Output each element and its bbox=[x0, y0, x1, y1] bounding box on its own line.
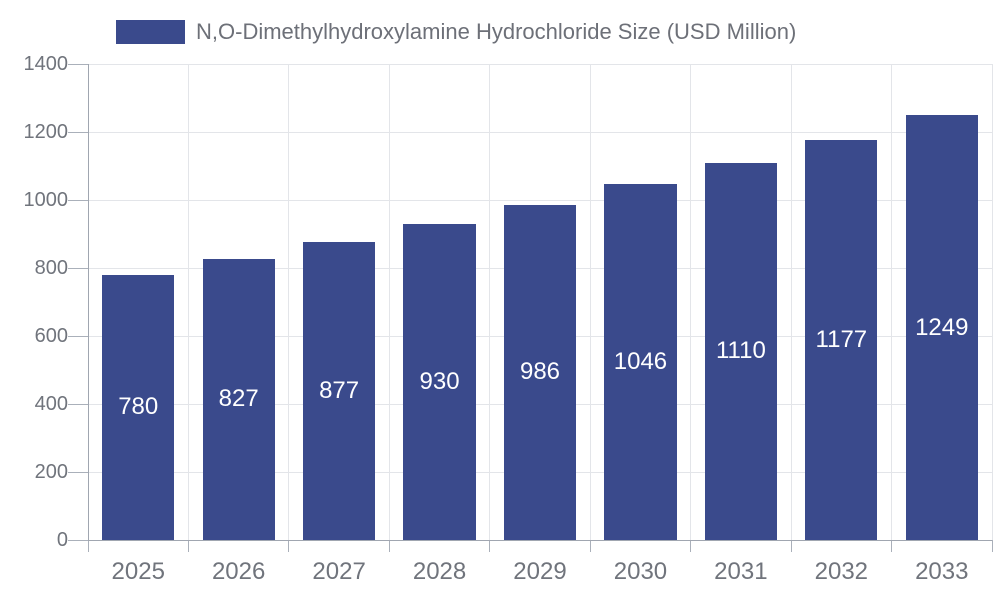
x-axis-line bbox=[88, 539, 992, 541]
x-axis-tick bbox=[489, 540, 491, 552]
gridline-vertical bbox=[991, 64, 993, 540]
bar-value-label: 1249 bbox=[915, 313, 969, 341]
legend-swatch bbox=[116, 20, 185, 44]
bar-2029 bbox=[503, 204, 577, 540]
x-axis-tick bbox=[790, 540, 792, 552]
x-axis-label: 2033 bbox=[915, 558, 969, 585]
y-axis-tick bbox=[68, 267, 88, 269]
bar-2030 bbox=[604, 184, 677, 540]
bar-2026 bbox=[202, 258, 275, 540]
x-axis-tick bbox=[388, 540, 390, 552]
y-axis-tick bbox=[68, 471, 88, 473]
bar-2032 bbox=[805, 139, 878, 540]
gridline-horizontal bbox=[88, 199, 992, 201]
bar-value-label: 986 bbox=[519, 358, 561, 386]
x-axis-label: 2029 bbox=[513, 558, 567, 585]
bar-value-label: 1046 bbox=[613, 348, 668, 376]
gridline-vertical bbox=[388, 64, 390, 540]
x-axis-tick bbox=[891, 540, 893, 552]
x-axis-tick bbox=[589, 540, 591, 552]
y-axis-label: 400 bbox=[34, 393, 68, 415]
y-axis-label: 800 bbox=[34, 257, 68, 279]
x-axis-label: 2032 bbox=[814, 558, 869, 585]
y-axis-label: 600 bbox=[34, 325, 68, 347]
gridline-vertical bbox=[489, 64, 491, 540]
bar-value-label: 827 bbox=[218, 385, 259, 413]
x-axis-label: 2028 bbox=[412, 558, 467, 585]
bar-2031 bbox=[704, 162, 778, 540]
gridline-vertical bbox=[891, 64, 893, 540]
gridline-vertical bbox=[690, 64, 692, 540]
y-axis-tick bbox=[68, 63, 88, 65]
x-axis-tick bbox=[690, 540, 692, 552]
bar-value-label: 1110 bbox=[715, 337, 766, 365]
y-axis-tick bbox=[68, 131, 88, 133]
x-axis-label: 2031 bbox=[714, 558, 768, 585]
x-axis-tick bbox=[288, 540, 290, 552]
y-axis-line bbox=[87, 64, 89, 541]
bar-value-label: 877 bbox=[319, 376, 360, 404]
bar-value-label: 780 bbox=[118, 393, 159, 421]
bar-value-label: 930 bbox=[419, 367, 460, 395]
x-axis-label: 2026 bbox=[211, 558, 266, 585]
gridline-vertical bbox=[288, 64, 290, 540]
y-axis-label: 1400 bbox=[23, 53, 69, 75]
bar-value-label: 1177 bbox=[815, 325, 868, 353]
gridline-horizontal bbox=[88, 63, 992, 65]
y-axis-label: 200 bbox=[34, 461, 68, 483]
y-axis-tick bbox=[68, 403, 88, 405]
x-axis-label: 2027 bbox=[312, 558, 366, 585]
y-axis-label: 1000 bbox=[23, 189, 69, 211]
bar-2028 bbox=[403, 223, 476, 540]
bar-2025 bbox=[102, 274, 175, 540]
legend-label: N,O-Dimethylhydroxylamine Hydrochloride … bbox=[196, 19, 797, 44]
bar-2027 bbox=[302, 241, 376, 540]
y-axis-tick bbox=[68, 199, 88, 201]
x-axis-tick bbox=[87, 540, 89, 552]
legend-item[interactable]: N,O-Dimethylhydroxylamine Hydrochloride … bbox=[116, 19, 796, 45]
gridline-horizontal bbox=[88, 131, 992, 133]
x-axis-label: 2025 bbox=[111, 558, 165, 585]
x-axis-label: 2030 bbox=[613, 558, 668, 585]
x-axis-tick bbox=[991, 540, 993, 552]
y-axis-label: 1200 bbox=[23, 121, 69, 143]
x-axis-tick bbox=[187, 540, 189, 552]
y-axis-tick bbox=[68, 335, 88, 337]
gridline-vertical bbox=[790, 64, 792, 540]
y-axis-tick bbox=[68, 539, 88, 541]
gridline-vertical bbox=[589, 64, 591, 540]
bar-2033 bbox=[905, 115, 978, 540]
gridline-vertical bbox=[187, 64, 189, 540]
y-axis-label: 0 bbox=[56, 529, 68, 551]
